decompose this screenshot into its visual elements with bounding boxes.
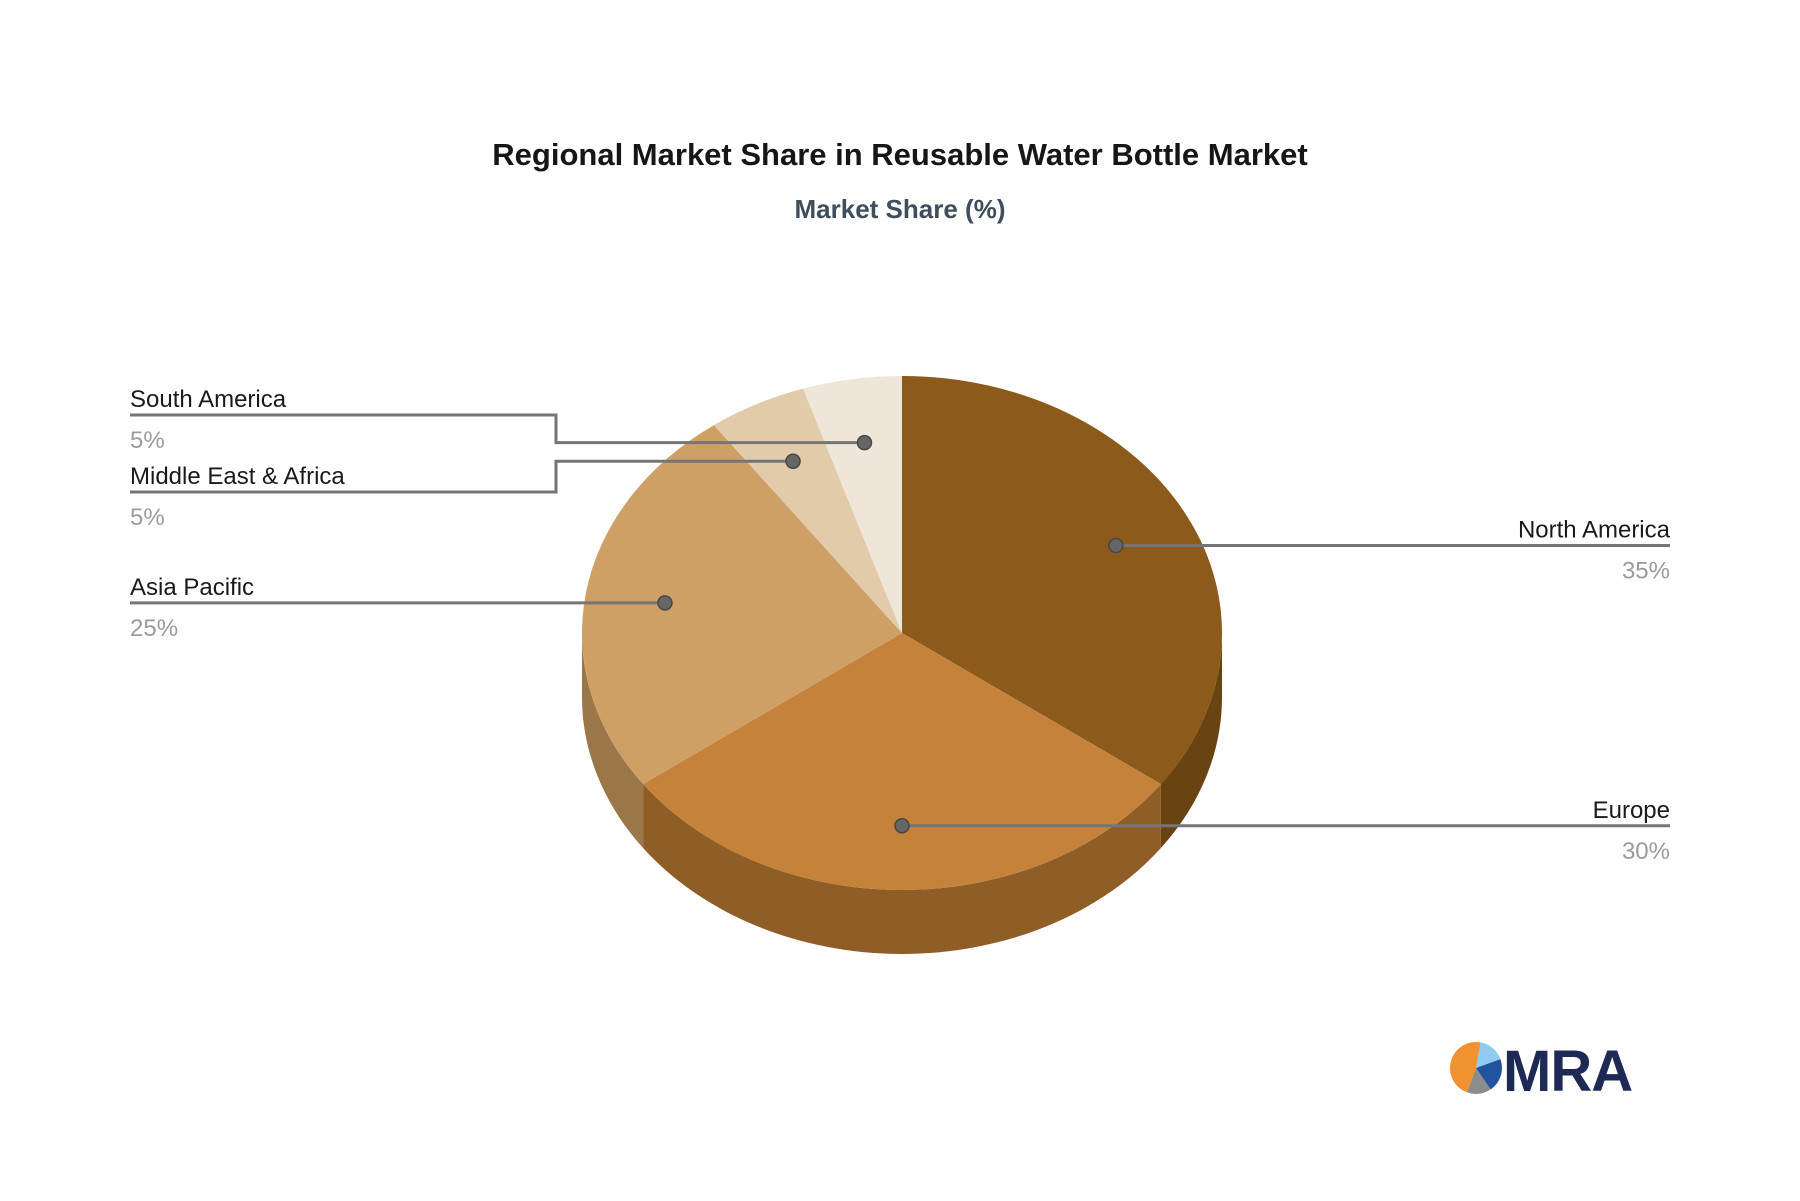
- callout-dot-middle-east-africa: [785, 453, 801, 470]
- logo-wedge-orange-icon: [1450, 1042, 1481, 1093]
- logo-wedge-blue-icon: [1476, 1059, 1502, 1090]
- callout-value-north-america: 35%: [1622, 557, 1670, 584]
- logo-wedge-gray-icon: [1467, 1068, 1491, 1094]
- callout-line-middle-east-africa: [130, 459, 794, 494]
- callout-dot-asia-pacific: [657, 595, 673, 611]
- chart-title: Regional Market Share in Reusable Water …: [492, 137, 1307, 172]
- callout-value-asia-pacific: 25%: [130, 615, 178, 642]
- pie-slice-north-america[interactable]: [902, 376, 1223, 785]
- callout-label-middle-east-africa: Middle East & Africa: [130, 463, 345, 490]
- callout-label-europe: Europe: [1593, 797, 1670, 824]
- logo-text: MRA: [1503, 1039, 1632, 1104]
- logo-wedge-light-blue-icon: [1476, 1042, 1501, 1068]
- pie-slice-side-europe: [643, 784, 1161, 955]
- callout-value-south-america: 5%: [130, 427, 165, 454]
- callout-label-north-america: North America: [1518, 516, 1671, 543]
- callout-value-middle-east-africa: 5%: [130, 504, 165, 531]
- pie-callouts: North America 35% Europe 30% Asia Pacific 25%…: [130, 386, 1671, 865]
- callout-dot-north-america: [1108, 537, 1124, 554]
- callout-label-asia-pacific: Asia Pacific: [130, 574, 254, 601]
- callout-dot-south-america: [856, 434, 873, 451]
- pie-slice-middle-east-africa[interactable]: [713, 388, 902, 633]
- pie-slice-side-north-america: [1160, 633, 1222, 849]
- pie-3d-slices: [582, 376, 1223, 890]
- pie-slice-side-asia-pacific: [582, 633, 644, 849]
- callout-dot-europe: [894, 818, 910, 834]
- callout-value-europe: 30%: [1622, 838, 1670, 865]
- callout-line-south-america: [130, 413, 865, 445]
- pie-slice-asia-pacific[interactable]: [582, 425, 902, 785]
- mra-logo: MRA: [1450, 1039, 1633, 1104]
- chart-subtitle: Market Share (%): [795, 194, 1006, 224]
- pie-slice-south-america[interactable]: [803, 376, 902, 633]
- pie-3d-sides: [582, 633, 1222, 955]
- callout-label-south-america: South America: [130, 386, 287, 413]
